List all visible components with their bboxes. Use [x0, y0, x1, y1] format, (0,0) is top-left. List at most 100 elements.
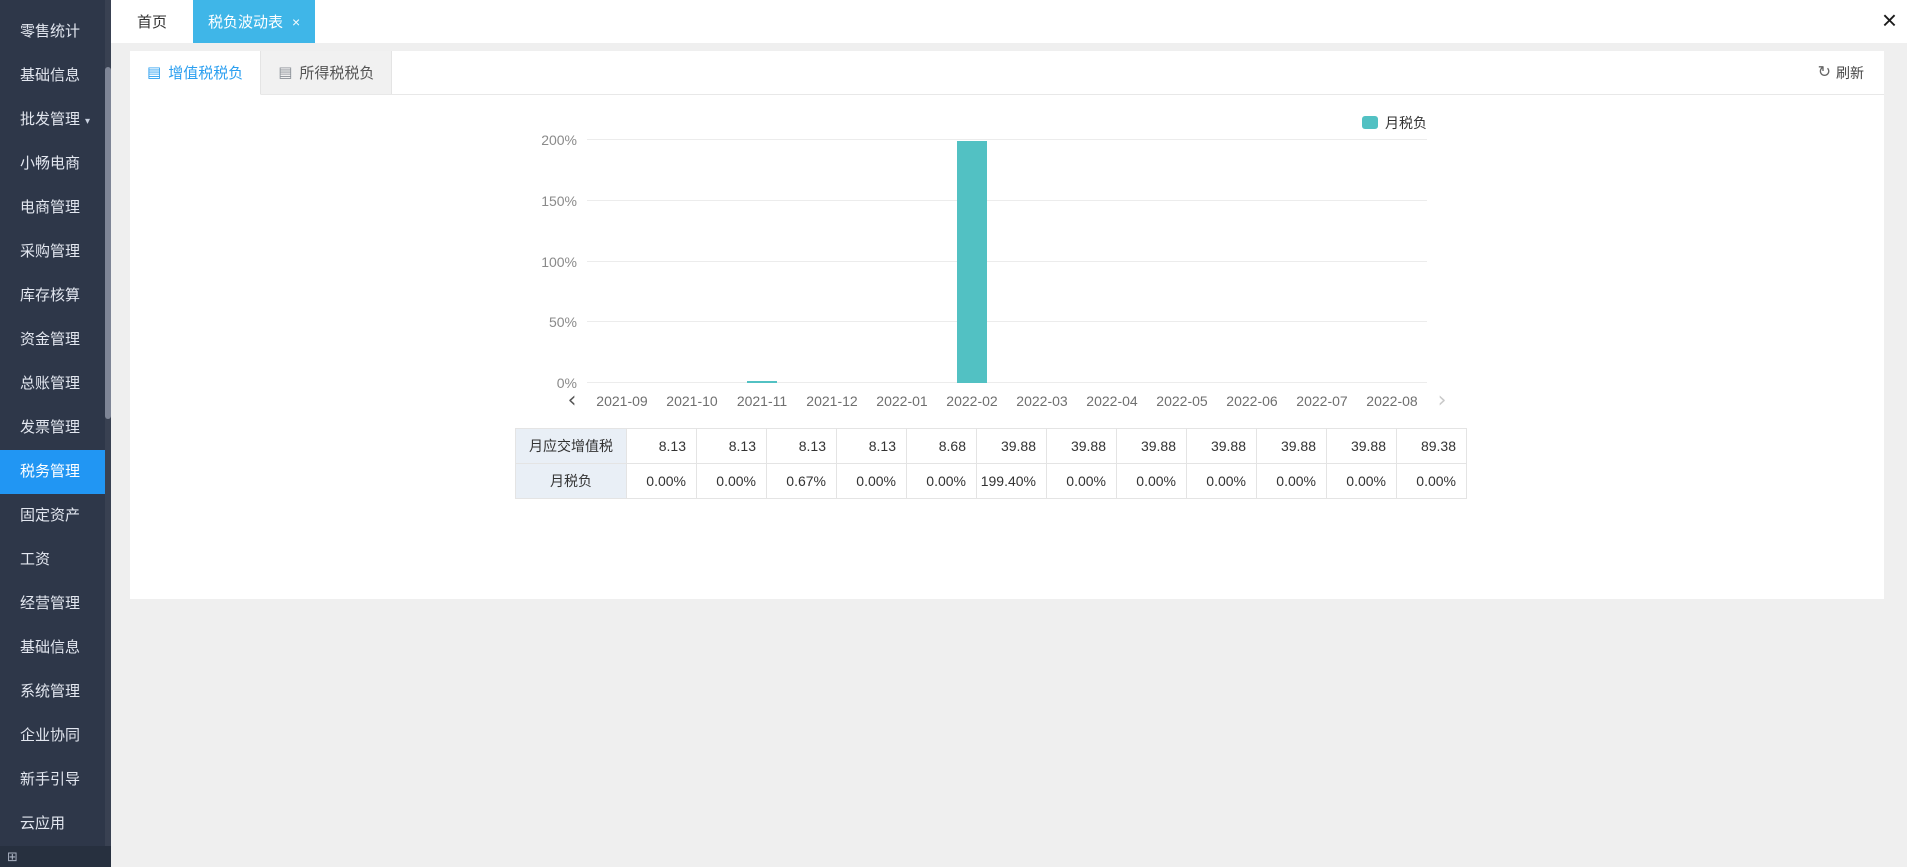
x-axis-labels: 2021-09 2021-10 2021-11 2021-12 2022-01 2022-… — [587, 393, 1427, 409]
chart-legend[interactable]: 月税负 — [527, 114, 1487, 131]
table-cell: 0.00% — [1116, 463, 1187, 499]
sidebar-item-18[interactable]: 新手引导 — [0, 758, 111, 802]
x-axis-label: 2021-09 — [596, 393, 648, 409]
sidebar-item-12[interactable]: 固定资产 — [0, 494, 111, 538]
sidebar-item-1[interactable]: 零售统计 — [0, 10, 111, 54]
sidebar-scrollbar-thumb[interactable] — [105, 67, 111, 419]
tab-home[interactable]: 首页 — [137, 14, 168, 31]
gridline — [587, 260, 1427, 262]
table-cell: 39.88 — [1046, 428, 1117, 464]
x-axis-label: 2022-06 — [1226, 393, 1278, 409]
chart-plot — [587, 139, 1427, 383]
sidebar-item-11[interactable]: 税务管理 — [0, 450, 111, 494]
sidebar-item-label: 系统管理 — [20, 683, 81, 700]
main-area: 首页 税负波动表 × × ▤ 增值税税负 ▤ 所得税税负 — [111, 0, 1907, 867]
chevron-down-icon: ▾ — [85, 116, 91, 127]
chart-bar-2021-11 — [747, 381, 777, 383]
window-close-icon[interactable]: × — [1881, 5, 1897, 35]
sidebar-item-19[interactable]: 云应用 — [0, 802, 111, 846]
refresh-button[interactable]: ↻ 刷新 — [1818, 51, 1884, 94]
sidebar-item-label: 企业协同 — [20, 727, 81, 744]
sidebar-footer: ⊞ — [0, 846, 111, 867]
sidebar-item-label: 工资 — [20, 551, 51, 568]
vat-tab-label: 增值税税负 — [168, 65, 244, 82]
sidebar-item-13[interactable]: 工资 — [0, 538, 111, 582]
sidebar-item-label: 库存核算 — [20, 287, 81, 304]
table-cell: 0.00% — [1256, 463, 1327, 499]
table-cell: 39.88 — [1186, 428, 1257, 464]
x-axis-label: 2022-07 — [1296, 393, 1348, 409]
x-axis-label: 2021-11 — [736, 393, 788, 409]
sidebar-item-2[interactable]: 基础信息 — [0, 54, 111, 98]
sidebar-item-label: 采购管理 — [20, 243, 81, 260]
sidebar-item-3[interactable]: 批发管理 ▾ — [0, 98, 111, 142]
card-tabs: ▤ 增值税税负 ▤ 所得税税负 ↻ 刷新 — [130, 51, 1884, 95]
table-cell: 8.13 — [696, 428, 767, 464]
sidebar-item-9[interactable]: 总账管理 — [0, 362, 111, 406]
table-cell: 0.67% — [766, 463, 837, 499]
sidebar-item-label: 经营管理 — [20, 595, 81, 612]
sidebar-item-5[interactable]: 电商管理 — [0, 186, 111, 230]
chart-prev-arrow[interactable]: ‹ — [567, 388, 577, 413]
sidebar-item-4[interactable]: 小畅电商 — [0, 142, 111, 186]
tab-vat-tax-burden[interactable]: ▤ 增值税税负 — [130, 51, 262, 95]
tab-close-icon[interactable]: × — [292, 13, 301, 30]
tab-tax-fluctuation[interactable]: 税负波动表 × — [193, 0, 316, 43]
x-axis-label: 2021-10 — [666, 393, 718, 409]
x-axis-label: 2022-08 — [1366, 393, 1418, 409]
sidebar-item-15[interactable]: 基础信息 — [0, 626, 111, 670]
table-cell: 0.00% — [626, 463, 697, 499]
sidebar: 零售统计 基础信息 批发管理 ▾ 小畅电商 电商管理 采购管理 库存核算 资金管理 总账管理 发票管… — [0, 0, 111, 867]
income-tab-icon: ▤ — [278, 64, 293, 81]
sidebar-item-label: 云应用 — [20, 815, 66, 832]
table-row: 月税负 0.00% 0.00% 0.67% 0.00% 0.00% 199.40% 0.00%… — [515, 463, 1467, 499]
legend-label: 月税负 — [1385, 114, 1427, 131]
sidebar-item-6[interactable]: 采购管理 — [0, 230, 111, 274]
table-cell: 8.13 — [626, 428, 697, 464]
sidebar-item-8[interactable]: 资金管理 — [0, 318, 111, 362]
table-cell: 0.00% — [1186, 463, 1257, 499]
sidebar-item-label: 基础信息 — [20, 67, 81, 84]
sidebar-item-14[interactable]: 经营管理 — [0, 582, 111, 626]
y-axis-label: 100% — [541, 253, 577, 270]
table-row-label: 月税负 — [515, 463, 627, 499]
content-card: ▤ 增值税税负 ▤ 所得税税负 ↻ 刷新 月税负 — [130, 51, 1884, 599]
sidebar-collapse-icon[interactable]: ⊞ — [7, 849, 18, 864]
tab-income-tax-burden[interactable]: ▤ 所得税税负 — [261, 51, 393, 94]
table-row-label: 月应交增值税 — [515, 428, 627, 464]
chart-x-axis: ‹ 2021-09 2021-10 2021-11 2021-12 2022-01 202… — [527, 390, 1487, 412]
sidebar-item-17[interactable]: 企业协同 — [0, 714, 111, 758]
sidebar-scrollbar[interactable] — [105, 0, 111, 846]
table-row: 月应交增值税 8.13 8.13 8.13 8.13 8.68 39.88 39.88 39.8… — [515, 428, 1467, 464]
chart-bar-2022-02 — [957, 140, 987, 383]
gridline — [587, 321, 1427, 323]
y-axis-label: 150% — [541, 192, 577, 209]
sidebar-item-label: 零售统计 — [20, 23, 81, 40]
sidebar-item-7[interactable]: 库存核算 — [0, 274, 111, 318]
chart-section: 月税负 0% 50% 100% 150% 200% ‹ 2021-09 2021-10 20… — [515, 114, 1487, 499]
legend-swatch — [1362, 116, 1378, 129]
income-tab-label: 所得税税负 — [299, 65, 375, 82]
sidebar-item-10[interactable]: 发票管理 — [0, 406, 111, 450]
table-cell: 0.00% — [696, 463, 767, 499]
sidebar-item-16[interactable]: 系统管理 — [0, 670, 111, 714]
sidebar-item-label: 电商管理 — [20, 199, 81, 216]
y-axis-label: 50% — [548, 314, 577, 331]
refresh-label: 刷新 — [1836, 64, 1864, 81]
table-cell: 39.88 — [1326, 428, 1397, 464]
x-axis-label: 2022-05 — [1156, 393, 1208, 409]
sidebar-item-label: 总账管理 — [20, 375, 81, 392]
table-cell: 89.38 — [1396, 428, 1467, 464]
chart-y-axis: 0% 50% 100% 150% 200% — [527, 132, 587, 391]
y-axis-label: 200% — [541, 132, 577, 148]
sidebar-menu: 零售统计 基础信息 批发管理 ▾ 小畅电商 电商管理 采购管理 库存核算 资金管理 总账管理 发票管… — [0, 0, 111, 846]
gridline — [587, 382, 1427, 383]
tab-bar: 首页 税负波动表 × × — [111, 0, 1907, 43]
table-cell: 0.00% — [1046, 463, 1117, 499]
sidebar-item-label: 固定资产 — [20, 507, 81, 524]
table-cell: 8.68 — [906, 428, 977, 464]
x-axis-label: 2022-03 — [1016, 393, 1068, 409]
chart-next-arrow[interactable]: › — [1437, 388, 1447, 413]
table-cell: 199.40% — [976, 463, 1047, 499]
table-cell: 39.88 — [976, 428, 1047, 464]
